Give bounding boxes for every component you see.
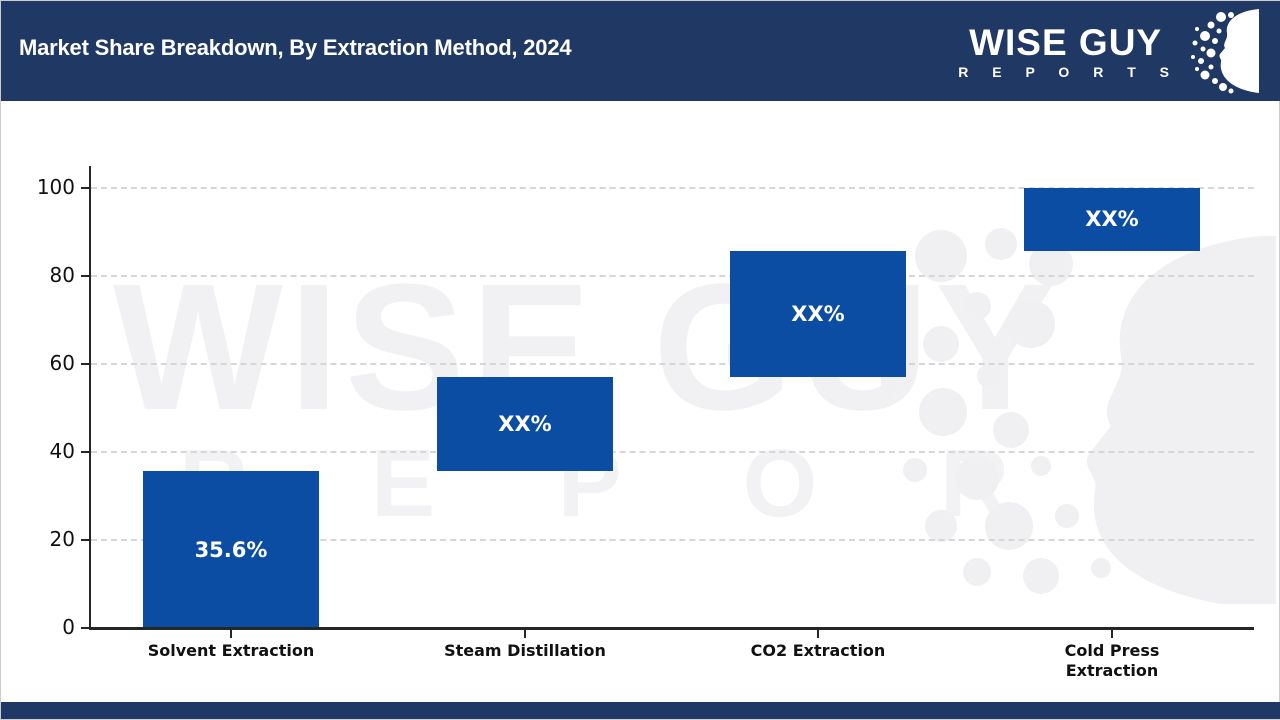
bar-segment — [730, 250, 906, 378]
y-tick-mark — [81, 451, 89, 453]
y-tick-label: 80 — [49, 263, 75, 287]
header-bar: Market Share Breakdown, By Extraction Me… — [1, 1, 1280, 101]
gridline — [91, 539, 1254, 541]
bar-value-label: XX% — [791, 302, 845, 327]
y-tick-mark — [81, 187, 89, 189]
x-tick-mark — [230, 630, 232, 638]
y-axis-line — [89, 166, 91, 628]
x-axis-line — [89, 627, 1254, 630]
bar-value-label: XX% — [1085, 207, 1139, 232]
logo-text: WISE GUY R E P O R T S — [952, 24, 1179, 79]
bar-value-label: XX% — [498, 412, 552, 437]
y-tick-label: 100 — [36, 175, 75, 199]
x-tick-mark — [524, 630, 526, 638]
gridline — [91, 451, 1254, 453]
x-category-label: CO2 Extraction — [750, 641, 886, 660]
y-tick-mark — [81, 627, 89, 629]
market-share-chart: 0 20 40 60 80 100 35.6% Solvent Extraction XX% St… — [1, 101, 1280, 704]
y-tick-label: 20 — [49, 527, 75, 551]
logo-face-icon — [1191, 9, 1259, 94]
x-tick-mark — [817, 630, 819, 638]
gridline — [91, 275, 1254, 277]
page-title: Market Share Breakdown, By Extraction Me… — [19, 35, 572, 60]
x-tick-mark — [1111, 630, 1113, 638]
bar-value-label: 35.6% — [194, 537, 268, 562]
gridline — [91, 187, 1254, 189]
y-tick-mark — [81, 539, 89, 541]
x-category-label: Solvent Extraction — [147, 641, 315, 660]
wise-guy-reports-logo: WISE GUY R E P O R T S — [952, 7, 1261, 95]
logo-wordmark: WISE GUY — [969, 21, 1163, 63]
bar-segment — [143, 471, 319, 628]
logo-subtitle: R E P O R T S — [958, 63, 1179, 80]
x-category-label: Steam Distillation — [444, 641, 606, 660]
footer-bar — [1, 702, 1280, 719]
y-tick-label: 0 — [62, 615, 75, 639]
y-tick-label: 60 — [49, 351, 75, 375]
bar-segment — [437, 377, 613, 472]
y-tick-label: 40 — [49, 439, 75, 463]
x-category-label: Cold Press Extraction — [1064, 641, 1160, 680]
y-tick-mark — [81, 363, 89, 365]
gridline — [91, 363, 1254, 365]
y-tick-mark — [81, 275, 89, 277]
